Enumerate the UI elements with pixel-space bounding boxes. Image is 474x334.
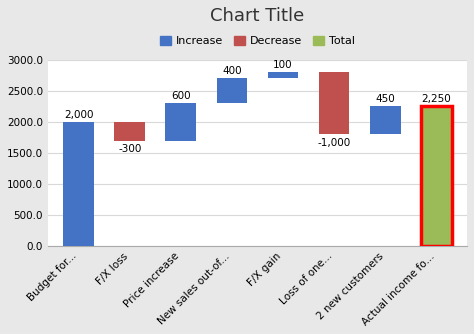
Bar	[165, 103, 196, 141]
Bar	[63, 122, 94, 246]
Bar	[268, 72, 299, 78]
Text: 2,000: 2,000	[64, 110, 93, 120]
Text: 100: 100	[273, 60, 293, 70]
Legend: Increase, Decrease, Total: Increase, Decrease, Total	[156, 32, 359, 51]
Text: -1,000: -1,000	[318, 138, 351, 148]
Bar	[319, 72, 349, 134]
Text: 400: 400	[222, 66, 242, 76]
Text: 2,250: 2,250	[421, 94, 451, 104]
Text: 600: 600	[171, 91, 191, 101]
Bar	[114, 122, 145, 141]
Title: Chart Title: Chart Title	[210, 7, 305, 25]
Bar	[217, 78, 247, 103]
Text: -300: -300	[118, 144, 141, 154]
Bar	[421, 106, 452, 246]
Text: 450: 450	[375, 94, 395, 104]
Bar	[370, 106, 401, 134]
